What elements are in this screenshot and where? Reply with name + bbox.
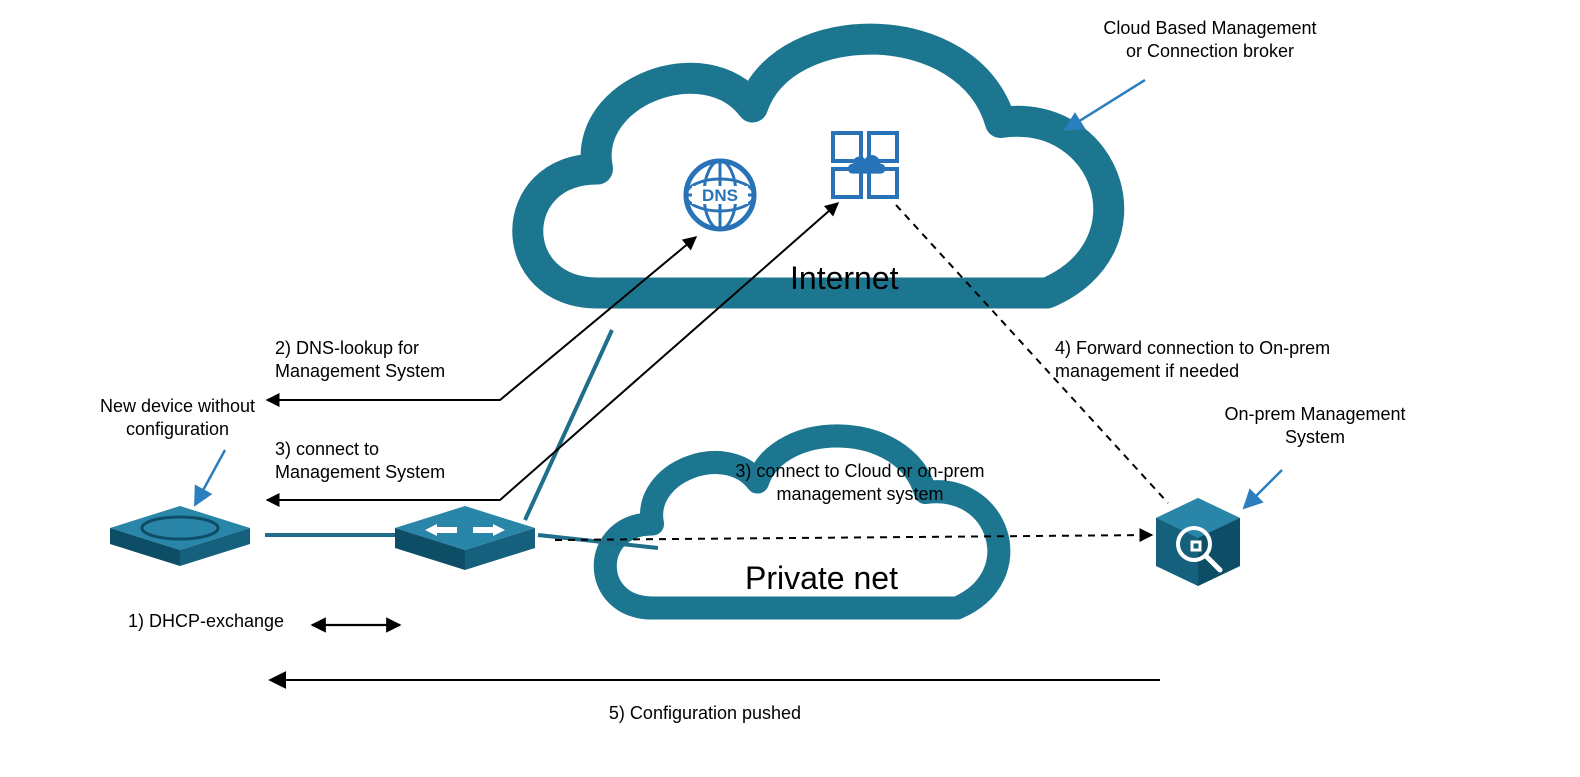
internet-cloud xyxy=(528,39,1109,293)
step3b-label: 3) connect to Cloud or on-prem managemen… xyxy=(720,460,1000,505)
cloud-mgmt-label: Cloud Based Management or Connection bro… xyxy=(1090,17,1330,62)
step5-label: 5) Configuration pushed xyxy=(580,702,830,725)
step1-label: 1) DHCP-exchange xyxy=(128,610,284,633)
device-label: New device without configuration xyxy=(90,395,265,440)
step3a-label: 3) connect to Management System xyxy=(275,438,475,483)
dns-icon: DNS xyxy=(686,161,754,229)
device-icon xyxy=(110,506,250,566)
private-label: Private net xyxy=(745,560,898,597)
step4-label: 4) Forward connection to On-prem managem… xyxy=(1055,337,1355,382)
diagram-canvas: DNS xyxy=(0,0,1580,777)
router-icon xyxy=(395,506,535,570)
step2-label: 2) DNS-lookup for Management System xyxy=(275,337,465,382)
server-icon xyxy=(1156,498,1240,586)
svg-text:DNS: DNS xyxy=(702,186,738,205)
server-label: On-prem Management System xyxy=(1210,403,1420,448)
internet-label: Internet xyxy=(790,260,899,297)
